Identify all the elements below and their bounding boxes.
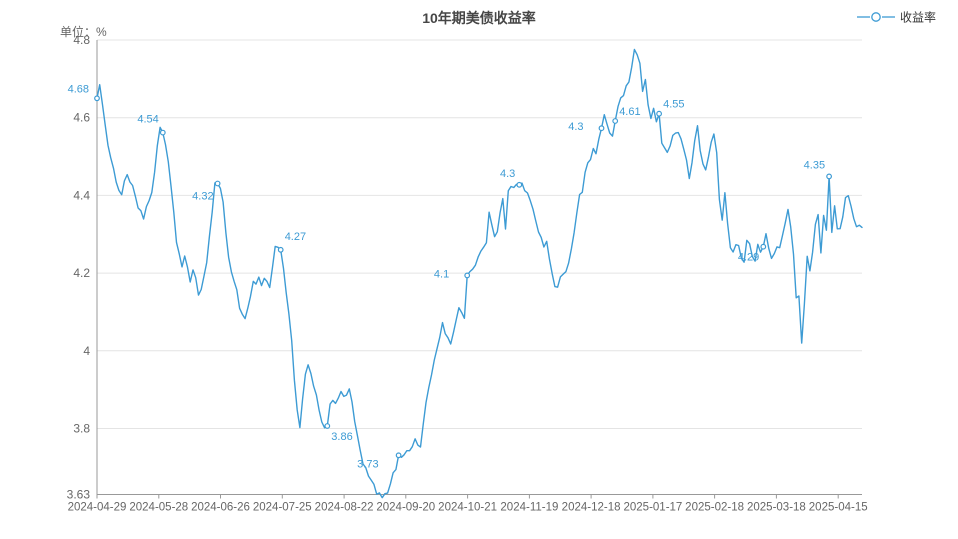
svg-text:3.8: 3.8: [73, 422, 90, 436]
svg-text:2024-11-19: 2024-11-19: [500, 502, 558, 514]
svg-text:4.1: 4.1: [434, 268, 449, 280]
svg-text:3.86: 3.86: [331, 431, 352, 443]
svg-text:4.32: 4.32: [192, 191, 213, 203]
svg-text:2024-09-20: 2024-09-20: [376, 502, 435, 514]
svg-text:2025-03-18: 2025-03-18: [747, 502, 806, 514]
svg-text:2024-05-28: 2024-05-28: [129, 502, 188, 514]
svg-text:2024-04-29: 2024-04-29: [68, 502, 127, 514]
svg-text:4.61: 4.61: [619, 106, 640, 118]
svg-text:2024-12-18: 2024-12-18: [562, 502, 621, 514]
svg-text:4.68: 4.68: [68, 83, 89, 95]
svg-text:2025-04-15: 2025-04-15: [809, 502, 868, 514]
svg-text:2024-06-26: 2024-06-26: [191, 502, 250, 514]
svg-text:4.4: 4.4: [73, 188, 90, 202]
svg-text:3.73: 3.73: [357, 458, 378, 470]
svg-text:2025-01-17: 2025-01-17: [623, 502, 682, 514]
svg-text:4.54: 4.54: [137, 114, 158, 126]
svg-text:4.3: 4.3: [500, 168, 515, 180]
svg-text:4.35: 4.35: [804, 159, 825, 171]
svg-text:4.8: 4.8: [73, 33, 90, 47]
svg-text:4.29: 4.29: [738, 252, 759, 264]
svg-text:2024-08-22: 2024-08-22: [315, 502, 374, 514]
svg-text:2024-10-21: 2024-10-21: [438, 502, 497, 514]
svg-text:4.6: 4.6: [73, 111, 90, 125]
svg-text:4.2: 4.2: [73, 266, 90, 280]
svg-text:4: 4: [83, 344, 90, 358]
svg-text:4.27: 4.27: [285, 231, 306, 243]
svg-text:2024-07-25: 2024-07-25: [253, 502, 312, 514]
svg-text:4.55: 4.55: [663, 99, 684, 111]
svg-text:2025-02-18: 2025-02-18: [685, 502, 744, 514]
svg-text:3.63: 3.63: [67, 488, 91, 502]
svg-text:4.3: 4.3: [568, 121, 583, 133]
